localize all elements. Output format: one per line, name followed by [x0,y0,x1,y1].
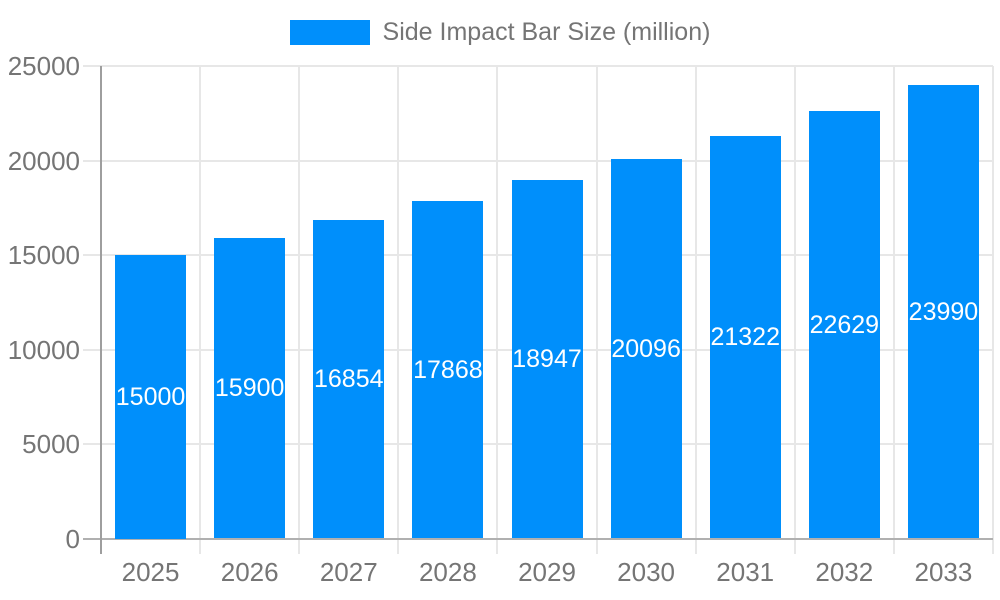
bar-value-label: 17868 [413,355,483,384]
y-axis-tick-label: 0 [65,523,80,554]
y-axis-tick-label: 15000 [7,240,80,270]
bar-value-label: 15900 [214,374,285,403]
legend-swatch [289,19,370,45]
x-axis-line [83,537,993,540]
vertical-gridline [595,66,598,554]
x-axis-tick-label: 2028 [418,557,477,587]
bar-value-label: 22629 [809,310,880,339]
y-axis-tick-label: 20000 [7,145,80,176]
bar[interactable] [214,237,286,539]
vertical-gridline [298,66,301,554]
vertical-gridline [694,66,697,554]
y-axis-tick-label: 10000 [7,334,80,365]
bar[interactable] [115,255,187,539]
legend[interactable]: Side Impact Bar Size (million) [0,18,1000,46]
vertical-gridline [892,66,895,554]
x-axis-tick-label: 2027 [319,557,378,587]
bar-value-label: 23990 [908,297,979,326]
vertical-gridline [992,66,994,554]
horizontal-gridline [83,159,993,162]
bar[interactable] [412,200,484,539]
horizontal-gridline [83,65,993,67]
x-axis-tick-label: 2031 [716,557,775,587]
vertical-gridline [496,66,499,554]
bar-value-label: 18947 [512,345,582,374]
y-axis-line [100,66,102,554]
x-axis-tick-label: 2033 [914,557,973,587]
bar-value-label: 16854 [314,365,384,394]
x-axis-tick-label: 2029 [518,557,576,587]
bar-value-label: 21322 [710,323,780,351]
bar[interactable] [313,219,385,539]
y-axis-tick-label: 25000 [7,51,80,81]
bar[interactable] [511,180,583,539]
bar[interactable] [709,135,781,539]
x-axis-tick-label: 2030 [617,557,676,587]
bar[interactable] [808,110,880,539]
x-axis-tick-label: 2026 [220,557,279,587]
x-axis-tick-label: 2025 [121,557,180,587]
x-axis-tick-label: 2032 [815,557,874,587]
bar[interactable] [907,85,979,539]
vertical-gridline [793,66,796,554]
y-axis-tick-label: 5000 [22,429,80,459]
vertical-gridline [397,66,400,554]
bar-value-label: 15000 [115,382,186,411]
bar[interactable] [610,158,682,539]
legend-label: Side Impact Bar Size (million) [382,18,711,46]
bar-value-label: 20096 [611,334,681,363]
vertical-gridline [199,66,202,554]
